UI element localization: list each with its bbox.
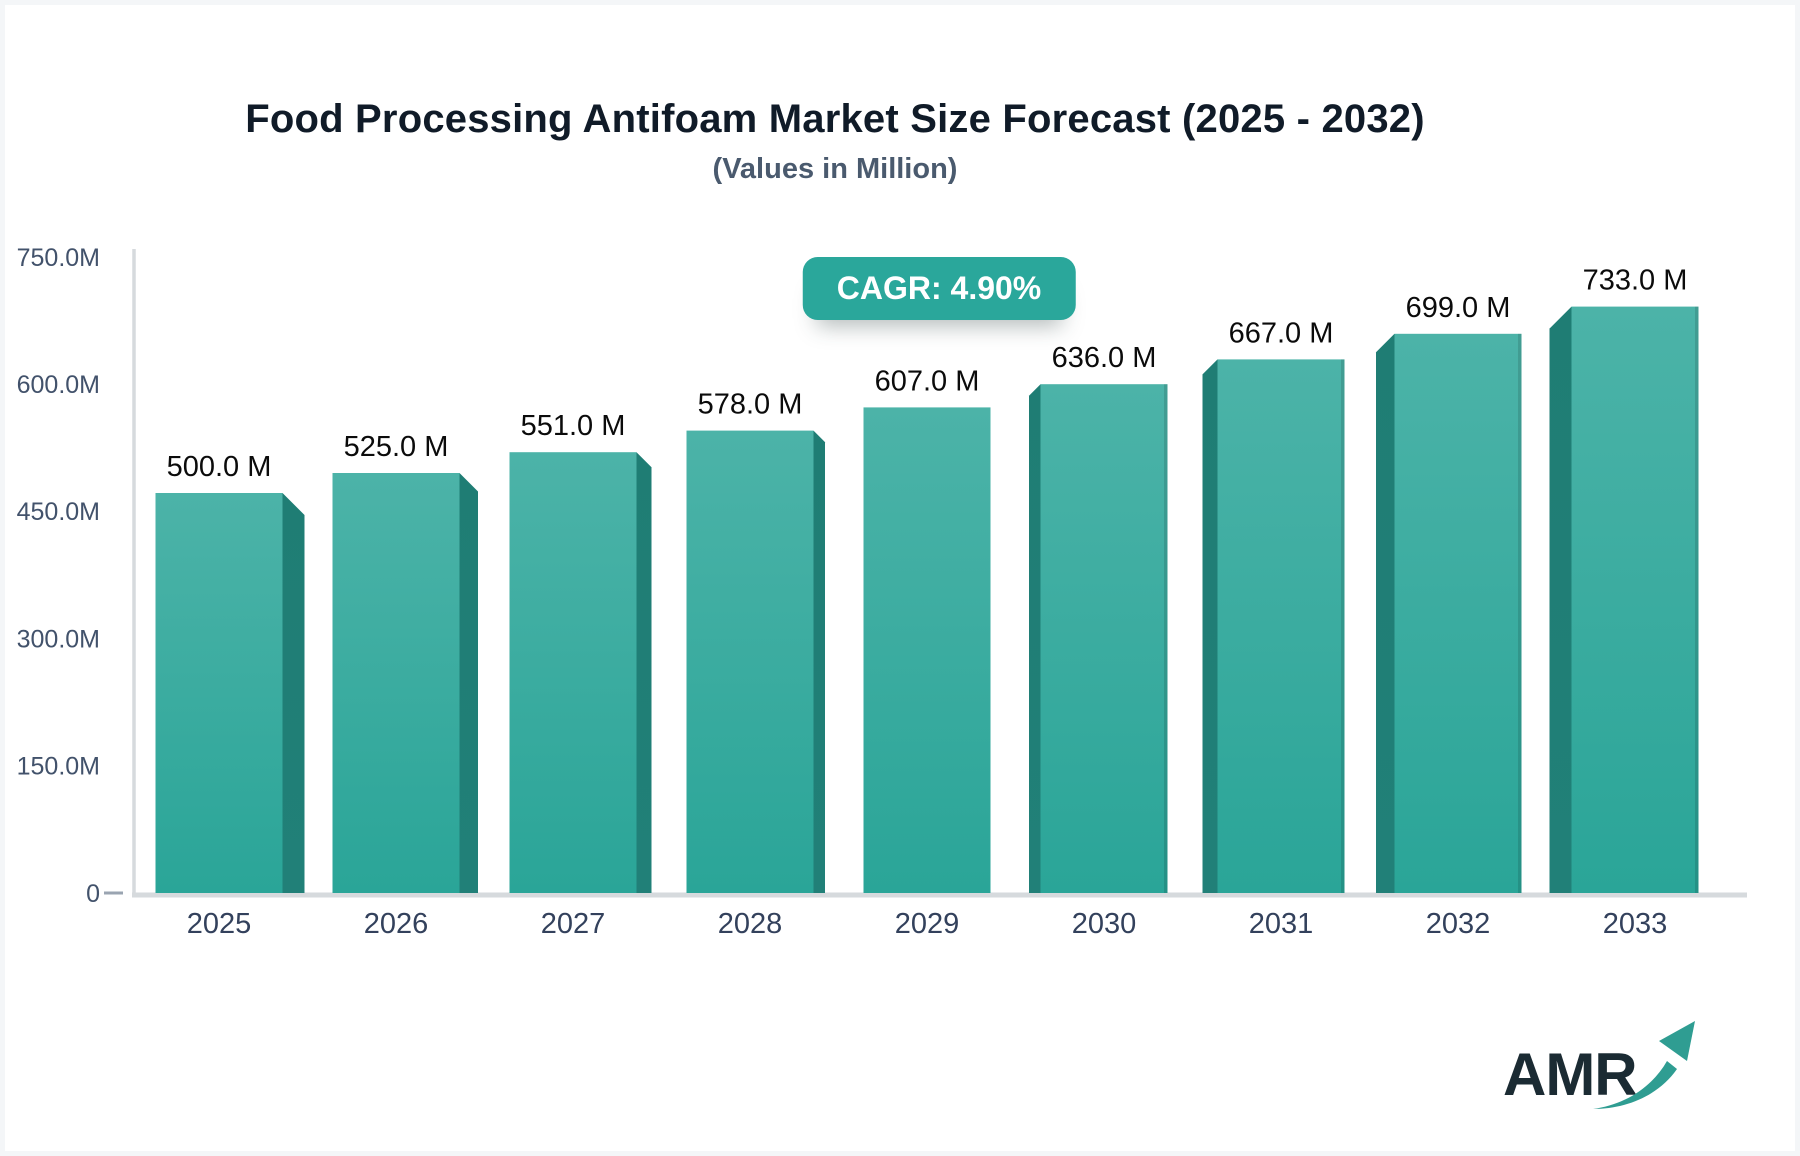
bar-edge-2033 bbox=[1695, 306, 1699, 894]
bar-value-label-2030: 636.0 M bbox=[1052, 342, 1157, 374]
bar-chart: 750.0M 600.0M 450.0M 300.0M 150.0M 0 500.0 M 20… bbox=[5, 233, 1795, 973]
page-title: Food Processing Antifoam Market Size For… bbox=[245, 97, 1425, 141]
trending-up-arrow-icon bbox=[1593, 1021, 1695, 1109]
bar-2028 bbox=[686, 430, 814, 893]
x-axis-label-2033: 2033 bbox=[1603, 908, 1668, 940]
chart-subtitle: (Values in Million) bbox=[712, 153, 958, 185]
y-tick-label: 750.0M bbox=[17, 244, 100, 272]
bar-2029 bbox=[863, 407, 991, 893]
bar-value-label-2031: 667.0 M bbox=[1229, 317, 1334, 349]
cagr-badge: CAGR: 4.90% bbox=[802, 257, 1076, 320]
x-axis-label-2032: 2032 bbox=[1426, 908, 1491, 940]
bar-side-2033 bbox=[1549, 306, 1572, 894]
x-axis-label-2029: 2029 bbox=[895, 908, 960, 940]
bar-value-label-2027: 551.0 M bbox=[521, 410, 626, 442]
x-axis-label-2026: 2026 bbox=[364, 908, 429, 940]
bar-2031 bbox=[1217, 359, 1345, 893]
bar-side-2032 bbox=[1376, 333, 1395, 893]
bar-2032 bbox=[1394, 333, 1522, 893]
bar-2026 bbox=[332, 473, 460, 893]
bar-side-2028 bbox=[813, 430, 825, 893]
bar-edge-2030 bbox=[1164, 384, 1168, 893]
bar-value-label-2032: 699.0 M bbox=[1406, 292, 1511, 324]
x-axis-label-2028: 2028 bbox=[718, 908, 783, 940]
bar-edge-2031 bbox=[1341, 359, 1345, 893]
bar-value-label-2029: 607.0 M bbox=[875, 365, 980, 397]
amr-logo: AMR bbox=[1503, 1013, 1703, 1123]
bar-side-2030 bbox=[1029, 384, 1041, 893]
y-tick-label: 600.0M bbox=[17, 371, 100, 399]
y-tick-label: 450.0M bbox=[17, 498, 100, 526]
bar-value-label-2026: 525.0 M bbox=[344, 431, 449, 463]
bar-side-2027 bbox=[636, 452, 652, 893]
bar-value-label-2028: 578.0 M bbox=[698, 389, 803, 421]
x-axis-label-2025: 2025 bbox=[187, 908, 252, 940]
bar-value-label-2033: 733.0 M bbox=[1583, 265, 1688, 297]
bar-value-label-2025: 500.0 M bbox=[167, 451, 272, 483]
amr-logo-text: AMR bbox=[1503, 1041, 1638, 1108]
x-axis-label-2030: 2030 bbox=[1072, 908, 1137, 940]
bar-2027 bbox=[509, 452, 637, 893]
bar-2033 bbox=[1571, 306, 1699, 894]
bar-side-2026 bbox=[459, 473, 478, 893]
y-tick-label: 300.0M bbox=[17, 625, 100, 653]
bar-2030 bbox=[1040, 384, 1168, 893]
bar-side-2031 bbox=[1202, 359, 1218, 893]
bar-side-2025 bbox=[282, 493, 305, 893]
x-axis-label-2031: 2031 bbox=[1249, 908, 1314, 940]
bar-edge-2032 bbox=[1518, 333, 1522, 893]
bar-2025 bbox=[155, 493, 283, 893]
y-tick-label: 150.0M bbox=[17, 753, 100, 781]
y-tick-label: 0 bbox=[86, 880, 100, 908]
x-axis-label-2027: 2027 bbox=[541, 908, 606, 940]
